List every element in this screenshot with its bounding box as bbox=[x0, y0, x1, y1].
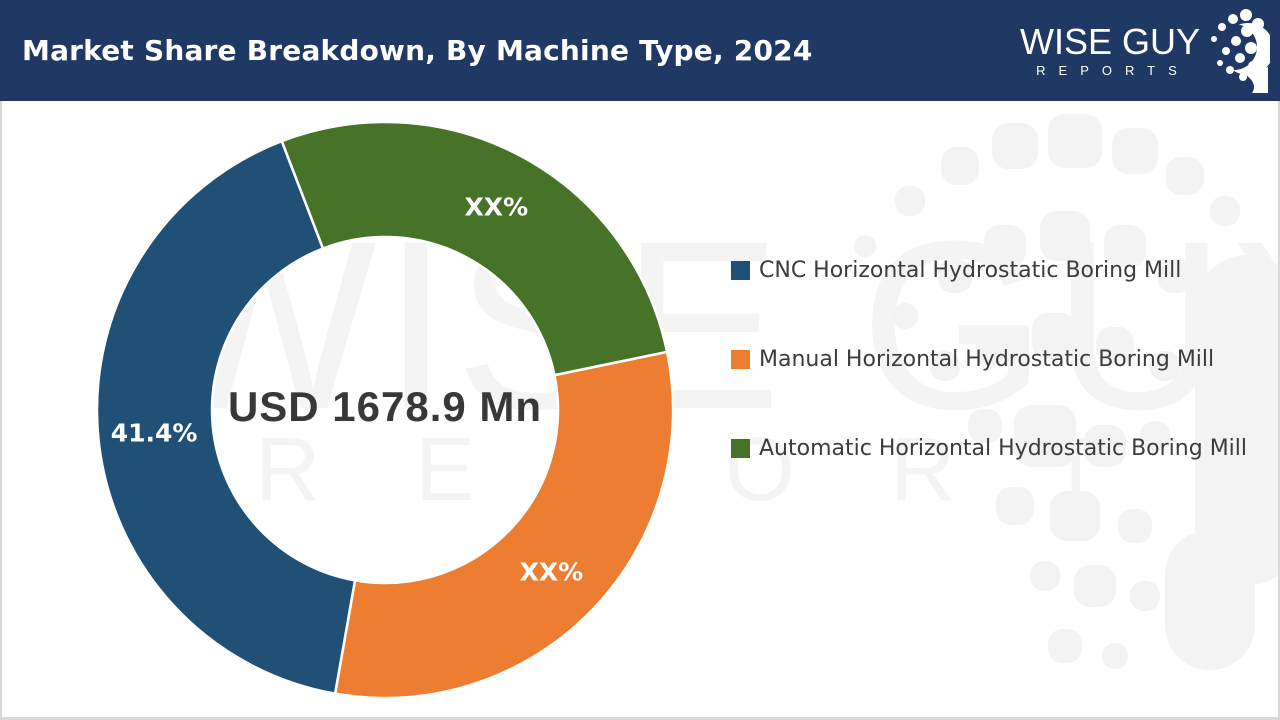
legend-marker-cnc bbox=[731, 261, 750, 280]
donut-segment[interactable] bbox=[333, 350, 675, 700]
donut-segment[interactable] bbox=[95, 139, 357, 696]
brand-logo-text: WISE GUY REPORTS bbox=[1019, 21, 1200, 79]
face-dots-watermark bbox=[0, 101, 10, 111]
page-title: Market Share Breakdown, By Machine Type,… bbox=[22, 34, 813, 67]
logo-face-icon bbox=[1211, 9, 1270, 93]
background-watermark-subtext: REPORTS bbox=[255, 420, 1280, 520]
donut-segment[interactable] bbox=[280, 120, 669, 377]
legend-label: CNC Horizontal Hydrostatic Boring Mill bbox=[759, 258, 1182, 283]
face-chin-watermark bbox=[1165, 530, 1255, 670]
segment-percentage-label: 41.4% bbox=[111, 418, 198, 447]
segment-percentage-label: XX% bbox=[465, 192, 529, 221]
header: Market Share Breakdown, By Machine Type,… bbox=[0, 0, 1280, 101]
legend-item-automatic[interactable]: Automatic Horizontal Hydrostatic Boring … bbox=[731, 436, 1247, 461]
legend-item-manual[interactable]: Manual Horizontal Hydrostatic Boring Mil… bbox=[731, 347, 1247, 372]
donut-chart: 41.4% XX% XX% bbox=[95, 120, 675, 700]
background-watermark-text: WISE GUY bbox=[150, 191, 1280, 459]
legend-item-cnc[interactable]: CNC Horizontal Hydrostatic Boring Mill bbox=[731, 258, 1247, 283]
brand-subname: REPORTS bbox=[1036, 63, 1190, 78]
legend-label: Automatic Horizontal Hydrostatic Boring … bbox=[759, 436, 1248, 461]
chart-legend: CNC Horizontal Hydrostatic Boring Mill M… bbox=[731, 258, 1247, 525]
legend-marker-automatic bbox=[731, 439, 750, 458]
brand-name: WISE GUY bbox=[1019, 21, 1200, 62]
brand-logo: WISE GUY REPORTS bbox=[1020, 8, 1270, 94]
donut-center-value: USD 1678.9 Mn bbox=[227, 383, 543, 430]
legend-marker-manual bbox=[731, 350, 750, 369]
segment-percentage-label: XX% bbox=[520, 558, 584, 587]
legend-label: Manual Horizontal Hydrostatic Boring Mil… bbox=[759, 347, 1215, 372]
